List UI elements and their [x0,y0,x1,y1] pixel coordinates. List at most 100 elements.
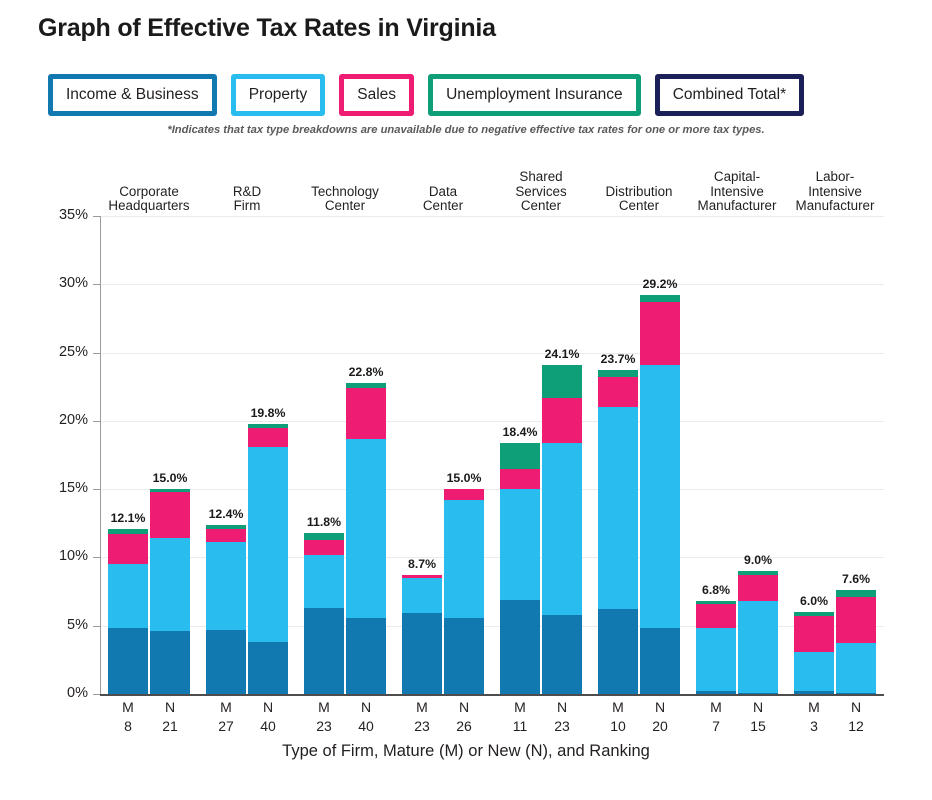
bar-segment-property[interactable] [402,577,442,614]
bar-segment-income-business[interactable] [794,691,834,694]
bar-segment-sales[interactable] [794,616,834,652]
bar-segment-sales[interactable] [206,528,246,543]
bar-segment-income-business[interactable] [640,628,680,694]
bar-segment-sales[interactable] [304,539,344,555]
bar-segment-income-business[interactable] [444,617,484,694]
bar-r-d-firm-N[interactable] [248,423,288,694]
bar-capital-intensive-manufacturer-N[interactable] [738,571,778,694]
bar-segment-property[interactable] [794,651,834,692]
bar-total-label: 6.0% [799,594,829,609]
bar-segment-unemployment-insurance[interactable] [542,364,582,398]
bar-segment-property[interactable] [150,538,190,632]
bar-segment-sales[interactable] [696,603,736,629]
bar-segment-sales[interactable] [598,377,638,408]
bar-segment-income-business[interactable] [206,629,246,694]
bar-segment-income-business[interactable] [248,642,288,694]
bar-data-center-N[interactable] [444,489,484,694]
bar-segment-unemployment-insurance[interactable] [640,295,680,303]
bar-shared-services-center-N[interactable] [542,364,582,694]
bar-segment-income-business[interactable] [542,614,582,694]
legend-item-3[interactable]: Unemployment Insurance [428,74,641,117]
gridline [100,625,884,627]
firm-type: M [612,699,624,715]
bar-segment-property[interactable] [108,564,148,629]
bar-segment-sales[interactable] [500,468,540,490]
bar-segment-income-business[interactable] [598,609,638,694]
bar-segment-sales[interactable] [738,575,778,602]
bar-segment-sales[interactable] [248,427,288,447]
bar-segment-income-business[interactable] [402,613,442,694]
gridline [100,489,884,491]
bar-segment-property[interactable] [500,489,540,600]
legend-item-1[interactable]: Property [230,74,326,117]
bar-segment-income-business[interactable] [738,692,778,694]
firm-type: M [318,699,330,715]
bar-segment-unemployment-insurance[interactable] [794,612,834,617]
bar-segment-unemployment-insurance[interactable] [248,423,288,428]
bar-segment-income-business[interactable] [108,628,148,694]
bar-segment-income-business[interactable] [346,617,386,694]
legend-item-4[interactable]: Combined Total* [654,74,805,117]
bar-segment-property[interactable] [304,554,344,608]
bar-segment-property[interactable] [738,601,778,693]
bar-labor-intensive-manufacturer-M[interactable] [794,612,834,694]
bar-segment-property[interactable] [598,407,638,610]
bar-segment-unemployment-insurance[interactable] [500,442,540,469]
bar-segment-sales[interactable] [108,534,148,565]
bar-segment-property[interactable] [206,542,246,630]
bar-corporate-headquarters-M[interactable] [108,528,148,694]
bar-segment-unemployment-insurance[interactable] [150,489,190,492]
bar-distribution-center-M[interactable] [598,370,638,694]
bar-segment-income-business[interactable] [696,691,736,694]
bar-segment-income-business[interactable] [836,692,876,694]
bar-segment-property[interactable] [696,628,736,692]
bar-segment-unemployment-insurance[interactable] [346,382,386,389]
bar-segment-unemployment-insurance[interactable] [108,528,148,535]
bar-segment-property[interactable] [836,643,876,693]
bar-total-label: 8.7% [407,557,437,572]
bar-data-center-M[interactable] [402,575,442,694]
bars-layer: 12.1% 15.0% 12.4% 19.8% 11.8% 22.8% 8.7% 15.0% 1… [100,216,884,694]
x-axis-tick-labels: M 8 N 21 M 27 N 40 M 23 N 40 M 23 N 26 M 11 N 23 M 10 N 20 M 7 N 15… [100,698,884,740]
bar-segment-unemployment-insurance[interactable] [304,532,344,540]
bar-technology-center-M[interactable] [304,532,344,694]
bar-segment-property[interactable] [444,500,484,618]
bar-segment-property[interactable] [640,364,680,629]
legend-item-label: Property [248,86,308,103]
bar-distribution-center-N[interactable] [640,295,680,694]
x-tick-label: M 27 [198,698,254,736]
bar-segment-income-business[interactable] [304,607,344,694]
firm-type: N [458,699,470,715]
gridline [100,557,884,559]
bar-segment-sales[interactable] [402,575,442,578]
bar-segment-income-business[interactable] [500,599,540,694]
bar-segment-unemployment-insurance[interactable] [836,590,876,598]
bar-segment-unemployment-insurance[interactable] [598,370,638,378]
bar-segment-sales[interactable] [542,397,582,443]
bar-corporate-headquarters-N[interactable] [150,489,190,694]
x-tick-label: N 23 [534,698,590,736]
legend-item-2[interactable]: Sales [339,74,415,117]
bar-segment-sales[interactable] [346,388,386,439]
bar-segment-income-business[interactable] [150,631,190,694]
legend-item-0[interactable]: Income & Business [48,74,217,117]
bar-total-label: 22.8% [348,364,384,379]
x-tick-label: N 21 [142,698,198,736]
bar-segment-sales[interactable] [444,489,484,501]
bar-labor-intensive-manufacturer-N[interactable] [836,590,876,694]
bar-segment-property[interactable] [346,438,386,618]
bar-segment-unemployment-insurance[interactable] [206,524,246,529]
bar-segment-property[interactable] [542,442,582,615]
bar-r-d-firm-M[interactable] [206,524,246,694]
firm-type: N [262,699,274,715]
bar-segment-sales[interactable] [150,491,190,539]
bar-technology-center-N[interactable] [346,382,386,694]
bar-segment-sales[interactable] [836,597,876,644]
group-header-line: Intensive [808,183,862,199]
bar-segment-sales[interactable] [640,302,680,365]
bar-segment-unemployment-insurance[interactable] [696,601,736,604]
bar-segment-property[interactable] [248,446,288,643]
bar-capital-intensive-manufacturer-M[interactable] [696,601,736,694]
bar-segment-unemployment-insurance[interactable] [738,571,778,576]
bar-shared-services-center-M[interactable] [500,442,540,694]
